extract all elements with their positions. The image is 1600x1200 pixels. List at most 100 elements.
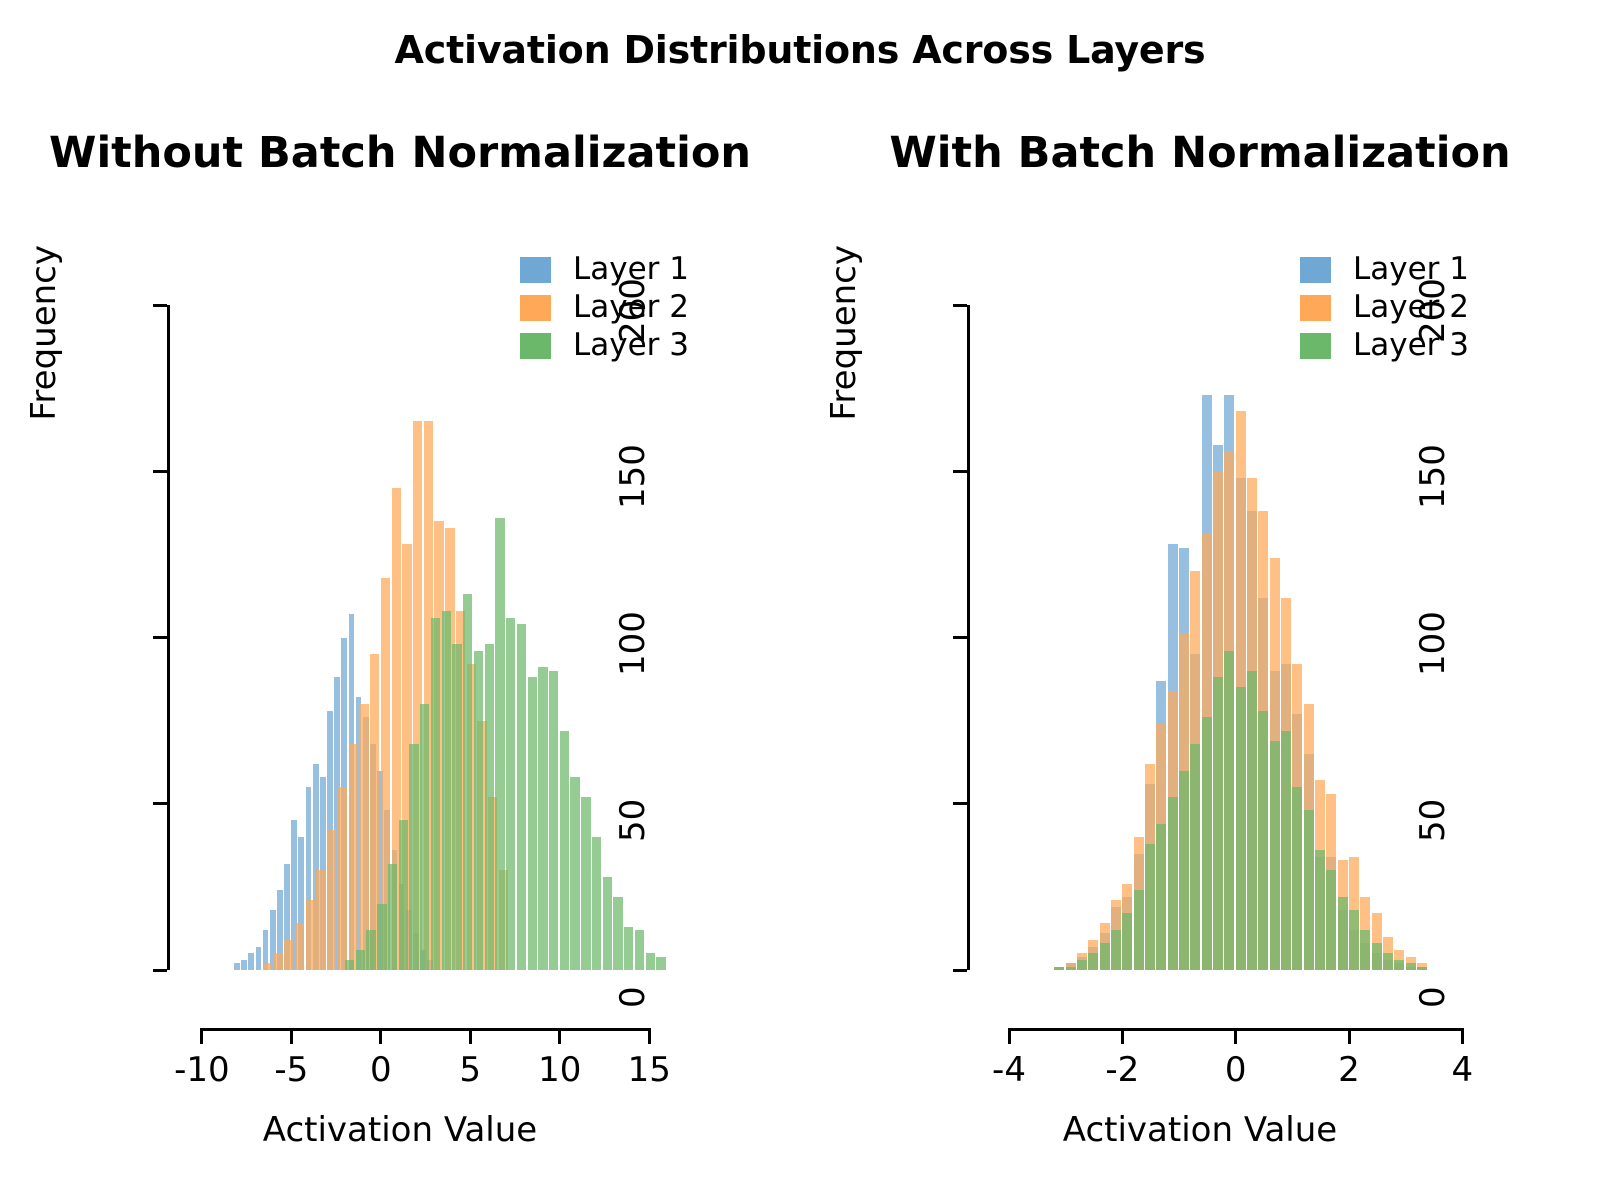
- legend-right: Layer 1 Layer 2 Layer 3: [1300, 252, 1469, 366]
- legend-label: Layer 1: [573, 251, 690, 287]
- histogram-bar: [1349, 910, 1359, 970]
- histogram-bar: [559, 730, 570, 970]
- x-axis-tick-label: -4: [992, 1050, 1026, 1090]
- histogram-bar: [409, 743, 419, 970]
- y-axis-tick: [953, 636, 967, 639]
- histogram-bar: [1122, 913, 1133, 970]
- histogram-bar: [463, 594, 473, 970]
- histogram-bar: [570, 777, 580, 970]
- plot-area-left: 0 50 100 150 200 -10 -5 0 5 10 15: [153, 278, 685, 1090]
- legend-left: Layer 1 Layer 2 Layer 3: [520, 252, 689, 366]
- histogram-bar: [248, 953, 255, 970]
- x-axis-tick: [200, 1028, 204, 1044]
- bars-container-left: [175, 305, 685, 970]
- y-axis-tick: [953, 469, 967, 473]
- y-axis-tick: [153, 636, 167, 639]
- histogram-bar: [387, 863, 398, 970]
- y-axis-tick: [153, 469, 167, 473]
- x-axis-tick: [1120, 1028, 1124, 1044]
- histogram-bar: [1405, 963, 1416, 970]
- x-axis-tick: [647, 1028, 651, 1044]
- histogram-bar: [294, 923, 305, 970]
- y-axis-tick: [953, 968, 967, 972]
- histogram-bar: [277, 890, 283, 970]
- histogram-bar: [391, 487, 401, 970]
- histogram-bar: [1213, 677, 1223, 970]
- histogram-bar: [1371, 943, 1382, 970]
- histogram-bar: [1269, 740, 1280, 970]
- histogram-bar: [355, 697, 362, 970]
- y-axis-tick-label: 150: [613, 444, 653, 510]
- histogram-bar: [495, 517, 505, 970]
- histogram-bar: [262, 930, 269, 970]
- histogram-bar: [1371, 913, 1382, 970]
- histogram-bar: [473, 650, 484, 970]
- y-axis-title-left: Frequency: [24, 244, 64, 421]
- histogram-bar: [452, 644, 462, 970]
- legend-item: Layer 3: [1300, 328, 1469, 363]
- x-axis-tick-label: 10: [538, 1050, 582, 1090]
- y-axis-tick-label: 50: [1413, 798, 1453, 842]
- legend-item: Layer 2: [520, 290, 689, 325]
- histogram-bar: [613, 896, 623, 970]
- histogram-bar: [656, 956, 666, 970]
- histogram-bar: [402, 544, 412, 970]
- histogram-bar: [1088, 953, 1099, 970]
- y-axis-spine: [967, 305, 970, 970]
- legend-label: Layer 3: [1353, 327, 1470, 363]
- histogram-bar: [1417, 963, 1427, 970]
- x-axis-tick: [1234, 1028, 1238, 1044]
- histogram-bar: [527, 677, 537, 970]
- y-axis-tick-label: 100: [613, 610, 653, 676]
- histogram-bar: [1190, 743, 1201, 970]
- histogram-bar: [273, 953, 283, 970]
- histogram-bar: [305, 787, 312, 970]
- x-axis-title-right: Activation Value: [1062, 1110, 1338, 1150]
- histogram-bar: [366, 930, 376, 970]
- y-axis-tick: [953, 802, 967, 806]
- histogram-bar: [337, 787, 348, 970]
- y-axis-tick: [153, 968, 167, 972]
- legend-label: Layer 2: [573, 289, 690, 325]
- histogram-bar: [516, 624, 527, 970]
- histogram-bar: [549, 670, 559, 970]
- x-axis-tick-label: 0: [369, 1050, 392, 1090]
- histogram-bar: [1405, 956, 1416, 970]
- x-axis-tick-label: 4: [1451, 1050, 1474, 1090]
- x-axis-tick-label: 0: [1224, 1050, 1247, 1090]
- legend-swatch-icon: [1300, 332, 1331, 359]
- x-axis-tick-label: 15: [627, 1050, 671, 1090]
- histogram-bar: [423, 421, 434, 970]
- histogram-bar: [441, 610, 451, 970]
- histogram-bar: [1065, 963, 1076, 970]
- histogram-bar: [291, 820, 298, 970]
- histogram-bar: [1224, 650, 1235, 970]
- histogram-bar: [1360, 930, 1371, 970]
- histogram-bar: [624, 926, 634, 970]
- y-axis-tick-label: 50: [613, 798, 653, 842]
- histogram-bar: [506, 617, 516, 970]
- histogram-bar: [1156, 823, 1167, 970]
- histogram-bar: [269, 910, 276, 970]
- histogram-bar: [345, 960, 355, 970]
- histogram-bar: [334, 677, 340, 970]
- legend-item: Layer 1: [520, 252, 689, 287]
- histogram-bar: [1145, 843, 1155, 970]
- y-axis-tick-label: 150: [1413, 444, 1453, 510]
- legend-label: Layer 3: [573, 327, 690, 363]
- legend-swatch-icon: [520, 294, 551, 321]
- histogram-bar: [262, 963, 272, 970]
- histogram-bar: [255, 946, 262, 970]
- histogram-bar: [1167, 797, 1178, 970]
- panel-title-left: Without Batch Normalization: [49, 128, 751, 178]
- histogram-bar: [1281, 730, 1291, 970]
- figure-title: Activation Distributions Across Layers: [394, 28, 1206, 72]
- x-axis-title-left: Activation Value: [262, 1110, 538, 1150]
- histogram-bar: [241, 960, 247, 970]
- x-axis-tick-label: 2: [1338, 1050, 1360, 1090]
- histogram-bar: [305, 900, 315, 970]
- legend-swatch-icon: [520, 256, 551, 283]
- x-axis-tick: [1007, 1028, 1011, 1044]
- legend-item: Layer 1: [1300, 252, 1469, 287]
- legend-item: Layer 2: [1300, 290, 1469, 325]
